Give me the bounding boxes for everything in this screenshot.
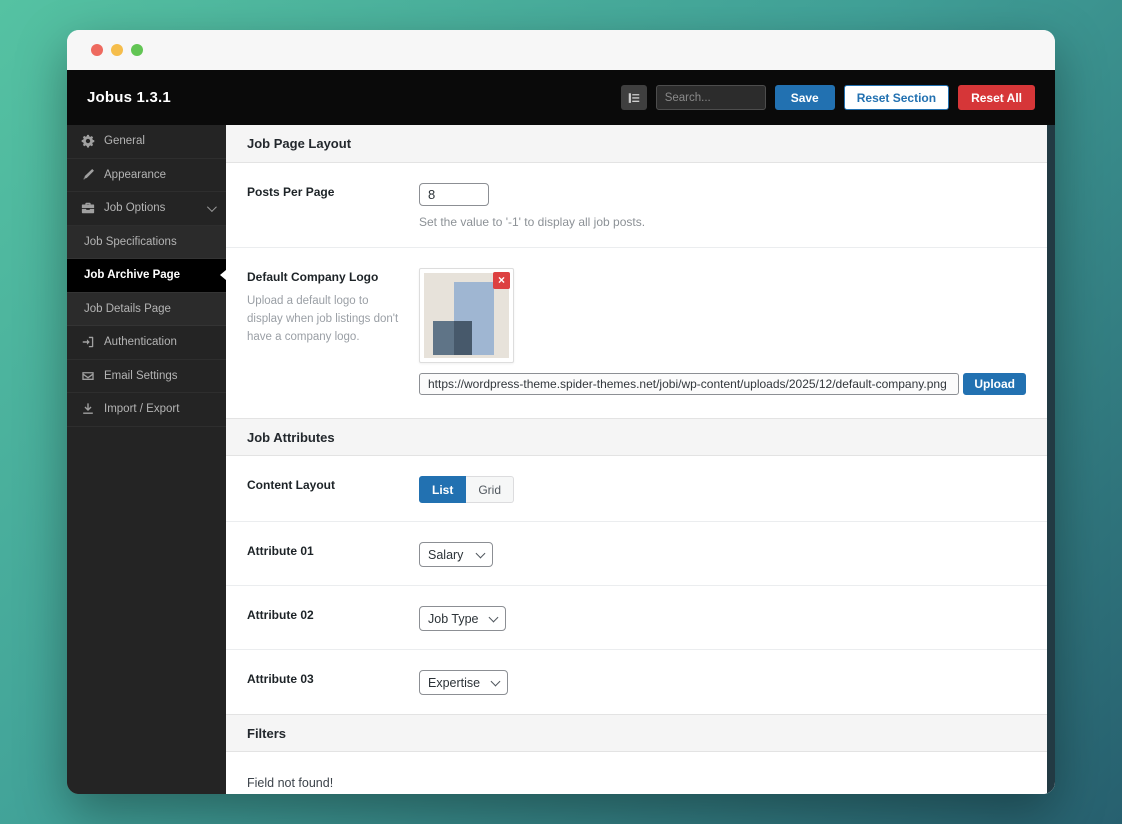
setting-row-posts-per-page: Posts Per Page Set the value to '-1' to …: [226, 163, 1047, 248]
attribute-01-label: Attribute 01: [247, 544, 314, 558]
logo-preview: ×: [419, 268, 514, 363]
admin-topbar: Jobus 1.3.1 Save Reset Section Reset All: [67, 70, 1055, 125]
remove-logo-button[interactable]: ×: [493, 272, 510, 289]
reset-all-button[interactable]: Reset All: [958, 85, 1035, 110]
sidebar-item-job-options[interactable]: Job Options: [67, 192, 226, 226]
app-window: Jobus 1.3.1 Save Reset Section Reset All…: [67, 30, 1055, 794]
close-icon: ×: [497, 273, 505, 287]
field-not-found-message: Field not found!: [247, 776, 334, 790]
window-titlebar: [67, 30, 1055, 70]
content-layout-label: Content Layout: [247, 478, 335, 492]
section-title: Filters: [247, 725, 287, 741]
scrollbar[interactable]: [1047, 125, 1055, 794]
download-icon: [81, 402, 95, 416]
setting-row-attribute-03: Attribute 03 Expertise: [226, 650, 1047, 714]
sidebar-item-appearance[interactable]: Appearance: [67, 159, 226, 192]
sidebar-item-job-archive-page[interactable]: Job Archive Page: [67, 259, 226, 293]
filters-empty-row: Field not found!: [226, 752, 1047, 794]
sidebar-item-label: Authentication: [104, 336, 177, 349]
panel-menu-button[interactable]: [620, 85, 647, 110]
reset-section-button[interactable]: Reset Section: [843, 85, 950, 110]
envelope-icon: [81, 369, 95, 383]
attribute-01-select[interactable]: Salary: [419, 542, 493, 567]
zoom-window-button[interactable]: [131, 44, 143, 56]
posts-per-page-input[interactable]: [419, 183, 489, 206]
content-layout-toggle: List Grid: [419, 476, 515, 503]
layout-grid-button[interactable]: Grid: [466, 476, 515, 503]
settings-sidebar: General Appearance Job Options Job Speci…: [67, 125, 226, 794]
sidebar-item-label: Job Archive Page: [84, 269, 181, 282]
posts-per-page-label: Posts Per Page: [247, 185, 335, 199]
attribute-03-label: Attribute 03: [247, 672, 314, 686]
section-header-filters: Filters: [226, 714, 1047, 752]
app-body: General Appearance Job Options Job Speci…: [67, 125, 1055, 794]
save-button[interactable]: Save: [774, 85, 835, 110]
layout-list-button[interactable]: List: [419, 476, 467, 503]
minimize-window-button[interactable]: [111, 44, 123, 56]
settings-content: Job Page Layout Posts Per Page Set the v…: [226, 125, 1055, 794]
attribute-03-select-wrap: Expertise: [419, 670, 508, 695]
close-window-button[interactable]: [91, 44, 103, 56]
sign-in-icon: [81, 335, 95, 349]
sidebar-item-email-settings[interactable]: Email Settings: [67, 360, 226, 393]
attribute-02-select-wrap: Job Type: [419, 606, 506, 631]
attribute-02-label: Attribute 02: [247, 608, 314, 622]
menu-icon: [627, 91, 641, 105]
briefcase-icon: [81, 201, 95, 215]
sidebar-item-label: Job Specifications: [84, 235, 177, 248]
search-input[interactable]: [655, 85, 766, 110]
attribute-01-select-wrap: Salary: [419, 542, 493, 567]
default-logo-description: Upload a default logo to display when jo…: [247, 295, 399, 343]
sidebar-item-import-export[interactable]: Import / Export: [67, 393, 226, 427]
sidebar-item-authentication[interactable]: Authentication: [67, 326, 226, 360]
section-title: Job Page Layout: [247, 136, 352, 151]
sidebar-item-job-specifications[interactable]: Job Specifications: [67, 225, 226, 259]
sidebar-item-label: Appearance: [104, 168, 167, 181]
sidebar-item-label: General: [104, 135, 145, 148]
default-logo-label: Default Company Logo: [247, 270, 379, 284]
section-header-job-attributes: Job Attributes: [226, 418, 1047, 456]
attribute-02-select[interactable]: Job Type: [419, 606, 506, 631]
setting-row-attribute-01: Attribute 01 Salary: [226, 522, 1047, 586]
chevron-down-icon: [206, 201, 217, 212]
gear-icon: [81, 134, 95, 148]
sidebar-item-label: Import / Export: [104, 403, 180, 416]
section-header-job-page-layout: Job Page Layout: [226, 125, 1047, 163]
upload-button[interactable]: Upload: [963, 373, 1026, 395]
posts-per-page-help: Set the value to '-1' to display all job…: [419, 215, 646, 229]
sidebar-item-job-details-page[interactable]: Job Details Page: [67, 292, 226, 326]
topbar-actions: Save Reset Section Reset All: [620, 85, 1035, 110]
brush-icon: [81, 168, 95, 182]
setting-row-attribute-02: Attribute 02 Job Type: [226, 586, 1047, 650]
sidebar-item-label: Email Settings: [104, 369, 178, 382]
setting-row-default-company-logo: Default Company Logo Upload a default lo…: [226, 248, 1047, 418]
sidebar-item-general[interactable]: General: [67, 125, 226, 159]
section-title: Job Attributes: [247, 429, 335, 445]
setting-row-content-layout: Content Layout List Grid: [226, 456, 1047, 522]
sidebar-filler: [67, 426, 226, 794]
sidebar-item-label: Job Options: [104, 202, 166, 215]
app-title: Jobus 1.3.1: [87, 89, 171, 106]
logo-url-input[interactable]: [419, 373, 960, 395]
attribute-03-select[interactable]: Expertise: [419, 670, 508, 695]
sidebar-item-label: Job Details Page: [84, 302, 171, 315]
